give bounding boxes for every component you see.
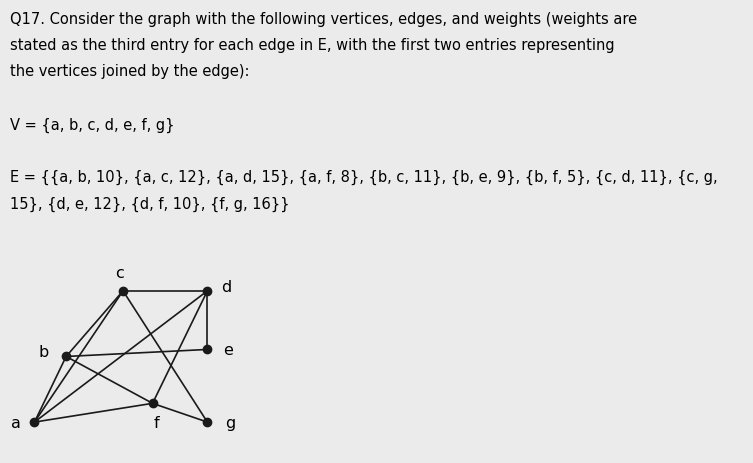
Text: Q17. Consider the graph with the following vertices, edges, and weights (weights: Q17. Consider the graph with the followi… [10, 12, 637, 26]
Text: e: e [224, 342, 233, 357]
Text: f: f [154, 415, 159, 431]
Text: g: g [225, 415, 235, 430]
Text: c: c [115, 265, 123, 280]
Text: stated as the third entry for each edge in E, with the first two entries represe: stated as the third entry for each edge … [10, 38, 614, 53]
Text: the vertices joined by the edge):: the vertices joined by the edge): [10, 64, 249, 79]
Text: a: a [11, 415, 20, 430]
Text: E = {{a, b, 10}, {a, c, 12}, {a, d, 15}, {a, f, 8}, {b, c, 11}, {b, e, 9}, {b, f: E = {{a, b, 10}, {a, c, 12}, {a, d, 15},… [10, 170, 718, 185]
Text: b: b [38, 344, 49, 360]
Text: d: d [221, 279, 231, 294]
Text: 15}, {d, e, 12}, {d, f, 10}, {f, g, 16}}: 15}, {d, e, 12}, {d, f, 10}, {f, g, 16}} [10, 196, 289, 212]
Text: V = {a, b, c, d, e, f, g}: V = {a, b, c, d, e, f, g} [10, 117, 174, 132]
